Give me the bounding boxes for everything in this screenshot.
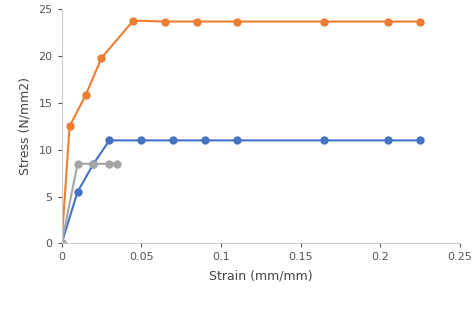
Bio Plastic [82, 94, 88, 97]
Bio Plastic [385, 20, 391, 23]
Bio Plastic [194, 20, 200, 23]
Polyethene [138, 139, 144, 142]
Y-axis label: Stress (N/mm2): Stress (N/mm2) [18, 77, 32, 175]
Paper [75, 162, 81, 166]
Paper [91, 162, 96, 166]
Polyethene [59, 241, 64, 245]
Polyethene [321, 139, 327, 142]
Polyethene [385, 139, 391, 142]
Polyethene [234, 139, 240, 142]
Bio Plastic [162, 20, 168, 23]
X-axis label: Strain (mm/mm): Strain (mm/mm) [209, 269, 312, 282]
Polyethene [202, 139, 208, 142]
Polyethene [170, 139, 176, 142]
Bio Plastic [59, 241, 64, 245]
Bio Plastic [417, 20, 423, 23]
Bio Plastic [130, 19, 136, 22]
Paper [115, 162, 120, 166]
Polyethene [91, 162, 96, 166]
Bio Plastic [234, 20, 240, 23]
Bio Plastic [321, 20, 327, 23]
Line: Paper: Paper [58, 160, 121, 247]
Polyethene [107, 139, 112, 142]
Paper [107, 162, 112, 166]
Line: Polyethene: Polyethene [58, 137, 423, 247]
Bio Plastic [67, 124, 73, 128]
Polyethene [75, 190, 81, 194]
Bio Plastic [99, 56, 104, 60]
Line: Bio Plastic: Bio Plastic [58, 17, 423, 247]
Polyethene [417, 139, 423, 142]
Paper [59, 241, 64, 245]
